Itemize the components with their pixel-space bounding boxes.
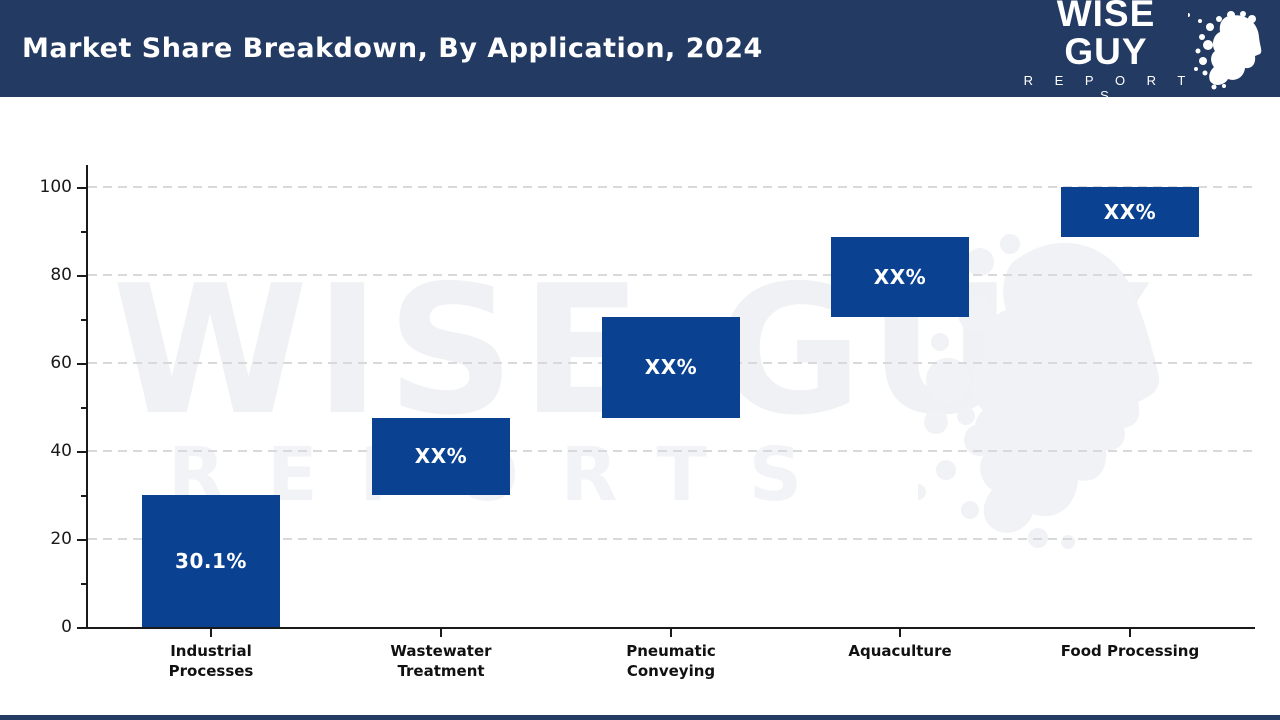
gridline-y40 bbox=[88, 450, 1255, 452]
category-label-pneumatic-conveying: Pneumatic Conveying bbox=[626, 642, 716, 680]
y-tick-0 bbox=[77, 627, 86, 629]
y-tick-label-80: 80 bbox=[50, 265, 72, 285]
y-tick-label-60: 60 bbox=[50, 353, 72, 373]
page-title: Market Share Breakdown, By Application, … bbox=[22, 33, 763, 64]
y-tick-label-20: 20 bbox=[50, 529, 72, 549]
bar-value-label-industrial-processes: 30.1% bbox=[175, 548, 247, 573]
gridline-y100 bbox=[88, 186, 1255, 188]
brand-logo-text: WISE GUY R E P O R T S bbox=[1016, 0, 1196, 103]
footer-bar bbox=[0, 715, 1280, 720]
x-tick-pneumatic-conveying bbox=[670, 629, 672, 637]
y-minor-tick-50 bbox=[81, 407, 86, 409]
bar-wastewater-treatment: XX% bbox=[372, 417, 510, 495]
y-tick-40 bbox=[77, 451, 86, 453]
y-tick-label-100: 100 bbox=[39, 177, 72, 197]
brand-subtitle: R E P O R T S bbox=[1023, 73, 1195, 103]
y-tick-60 bbox=[77, 363, 86, 365]
bar-food-processing: XX% bbox=[1061, 187, 1199, 238]
bar-value-label-pneumatic-conveying: XX% bbox=[644, 355, 698, 380]
y-minor-tick-10 bbox=[81, 583, 86, 585]
watermark-face-icon bbox=[918, 234, 1160, 549]
bar-pneumatic-conveying: XX% bbox=[602, 317, 740, 418]
category-label-industrial-processes: Industrial Processes bbox=[168, 642, 254, 680]
y-tick-80 bbox=[77, 275, 86, 277]
bar-industrial-processes: 30.1% bbox=[142, 494, 280, 627]
x-tick-wastewater-treatment bbox=[440, 629, 442, 637]
y-minor-tick-90 bbox=[81, 231, 86, 233]
category-label-aquaculture: Aquaculture bbox=[848, 642, 952, 660]
x-axis-line bbox=[86, 627, 1255, 629]
brand-logo: WISE GUY R E P O R T S bbox=[1016, 0, 1266, 103]
category-label-food-processing: Food Processing bbox=[1060, 642, 1200, 660]
y-minor-tick-70 bbox=[81, 319, 86, 321]
bar-value-label-wastewater-treatment: XX% bbox=[414, 444, 468, 469]
gridline-y20 bbox=[88, 538, 1255, 540]
bar-value-label-food-processing: XX% bbox=[1103, 200, 1157, 225]
x-tick-aquaculture bbox=[899, 629, 901, 637]
x-tick-food-processing bbox=[1129, 629, 1131, 637]
bar-aquaculture: XX% bbox=[831, 237, 969, 318]
brand-face-icon bbox=[1188, 11, 1262, 90]
category-label-wastewater-treatment: Wastewater Treatment bbox=[390, 642, 492, 680]
y-tick-100 bbox=[77, 187, 86, 189]
y-axis-line bbox=[86, 165, 88, 629]
waterfall-chart: 0 20 40 60 80 100 30.1% Industrial Processes XX% W… bbox=[0, 97, 1280, 715]
header-bar: Market Share Breakdown, By Application, … bbox=[0, 0, 1280, 103]
brand-name: WISE GUY bbox=[1056, 0, 1156, 72]
y-tick-label-0: 0 bbox=[61, 617, 72, 637]
bar-value-label-aquaculture: XX% bbox=[873, 265, 927, 290]
gridline-y80 bbox=[88, 274, 1255, 276]
x-tick-industrial-processes bbox=[210, 629, 212, 637]
y-tick-20 bbox=[77, 539, 86, 541]
y-minor-tick-30 bbox=[81, 495, 86, 497]
y-tick-label-40: 40 bbox=[50, 441, 72, 461]
